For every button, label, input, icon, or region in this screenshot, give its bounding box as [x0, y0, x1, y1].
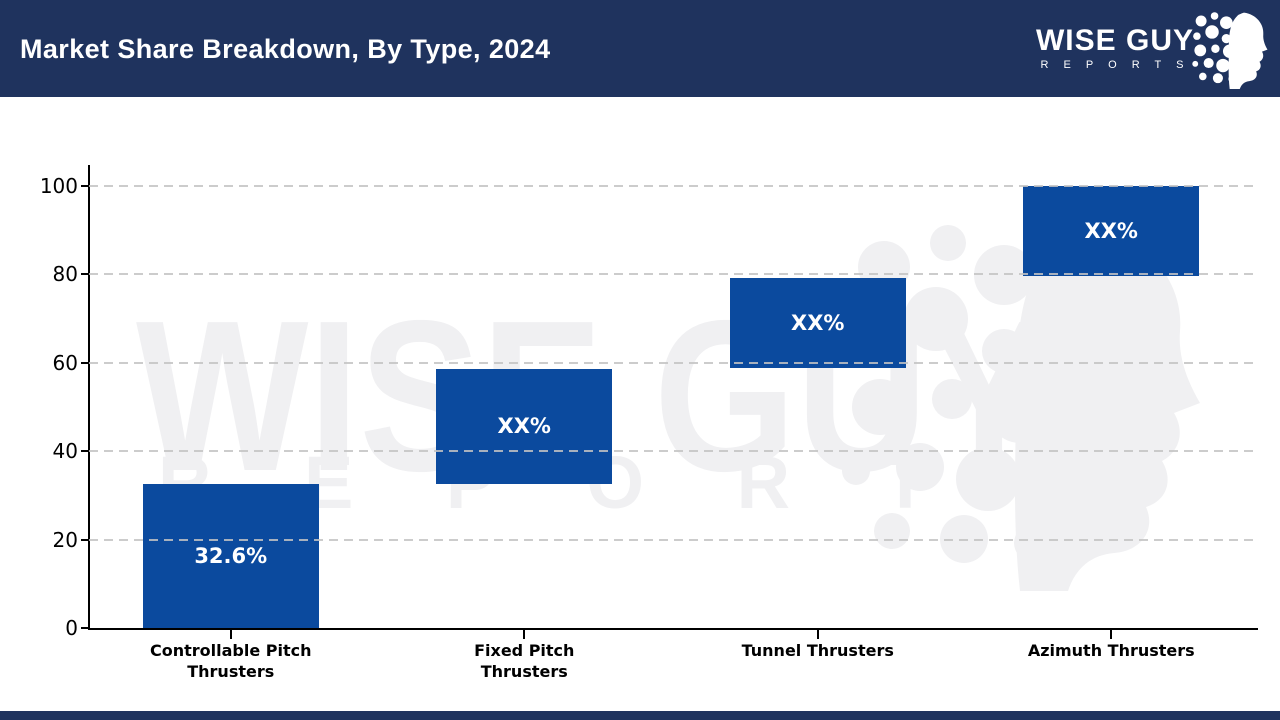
- gridline: [89, 361, 1258, 364]
- footer-bar: [0, 711, 1280, 720]
- y-tick-mark: [81, 273, 89, 276]
- bar-segment: XX%: [729, 277, 906, 369]
- x-category-label: Fixed Pitch Thrusters: [474, 641, 575, 681]
- bar-value-label: 32.6%: [194, 543, 268, 568]
- x-category-label: Tunnel Thrusters: [741, 641, 894, 660]
- bar-value-label: XX%: [791, 311, 845, 335]
- gridline: [89, 450, 1258, 453]
- gridline: [89, 185, 1258, 187]
- y-tick-label: 20: [52, 527, 78, 552]
- x-axis-line: [88, 628, 1258, 630]
- logo-text: WISE GUY R E P O R T S: [1035, 24, 1194, 72]
- gridline: [89, 273, 1258, 276]
- logo-wordmark: WISE GUY: [1035, 24, 1194, 57]
- y-tick-label: 80: [52, 262, 78, 287]
- gridline: [89, 538, 1258, 541]
- bar-segment: 32.6%: [142, 483, 319, 628]
- x-tick-mark: [229, 630, 232, 639]
- x-category-label: Controllable Pitch Thrusters: [149, 641, 312, 681]
- header-bar: Market Share Breakdown, By Type, 2024 WI…: [0, 0, 1280, 97]
- bar-value-label: XX%: [497, 414, 551, 439]
- y-tick-label: 60: [52, 350, 78, 375]
- bar-value-label: XX%: [1084, 219, 1138, 244]
- chart-title: Market Share Breakdown, By Type, 2024: [20, 34, 551, 64]
- y-tick-mark: [81, 538, 89, 541]
- logo-face-icon: [1192, 12, 1268, 90]
- x-tick-mark: [523, 630, 526, 639]
- y-axis-line: [88, 165, 90, 630]
- logo-subtitle: R E P O R T S: [1040, 59, 1190, 71]
- x-tick-mark: [1110, 630, 1113, 639]
- y-tick-mark: [81, 450, 89, 453]
- y-tick-label: 40: [52, 439, 78, 464]
- y-tick-mark: [81, 185, 89, 187]
- bar-segment: XX%: [1023, 186, 1200, 276]
- wiseguy-logo: WISE GUY R E P O R T S: [1002, 4, 1272, 94]
- x-category-label: Azimuth Thrusters: [1027, 641, 1195, 660]
- y-tick-label: 0: [65, 616, 78, 640]
- y-tick-mark: [81, 361, 89, 364]
- x-tick-mark: [816, 630, 819, 639]
- y-tick-label: 100: [39, 174, 78, 198]
- bar-segment: XX%: [436, 368, 613, 484]
- y-tick-mark: [81, 627, 89, 629]
